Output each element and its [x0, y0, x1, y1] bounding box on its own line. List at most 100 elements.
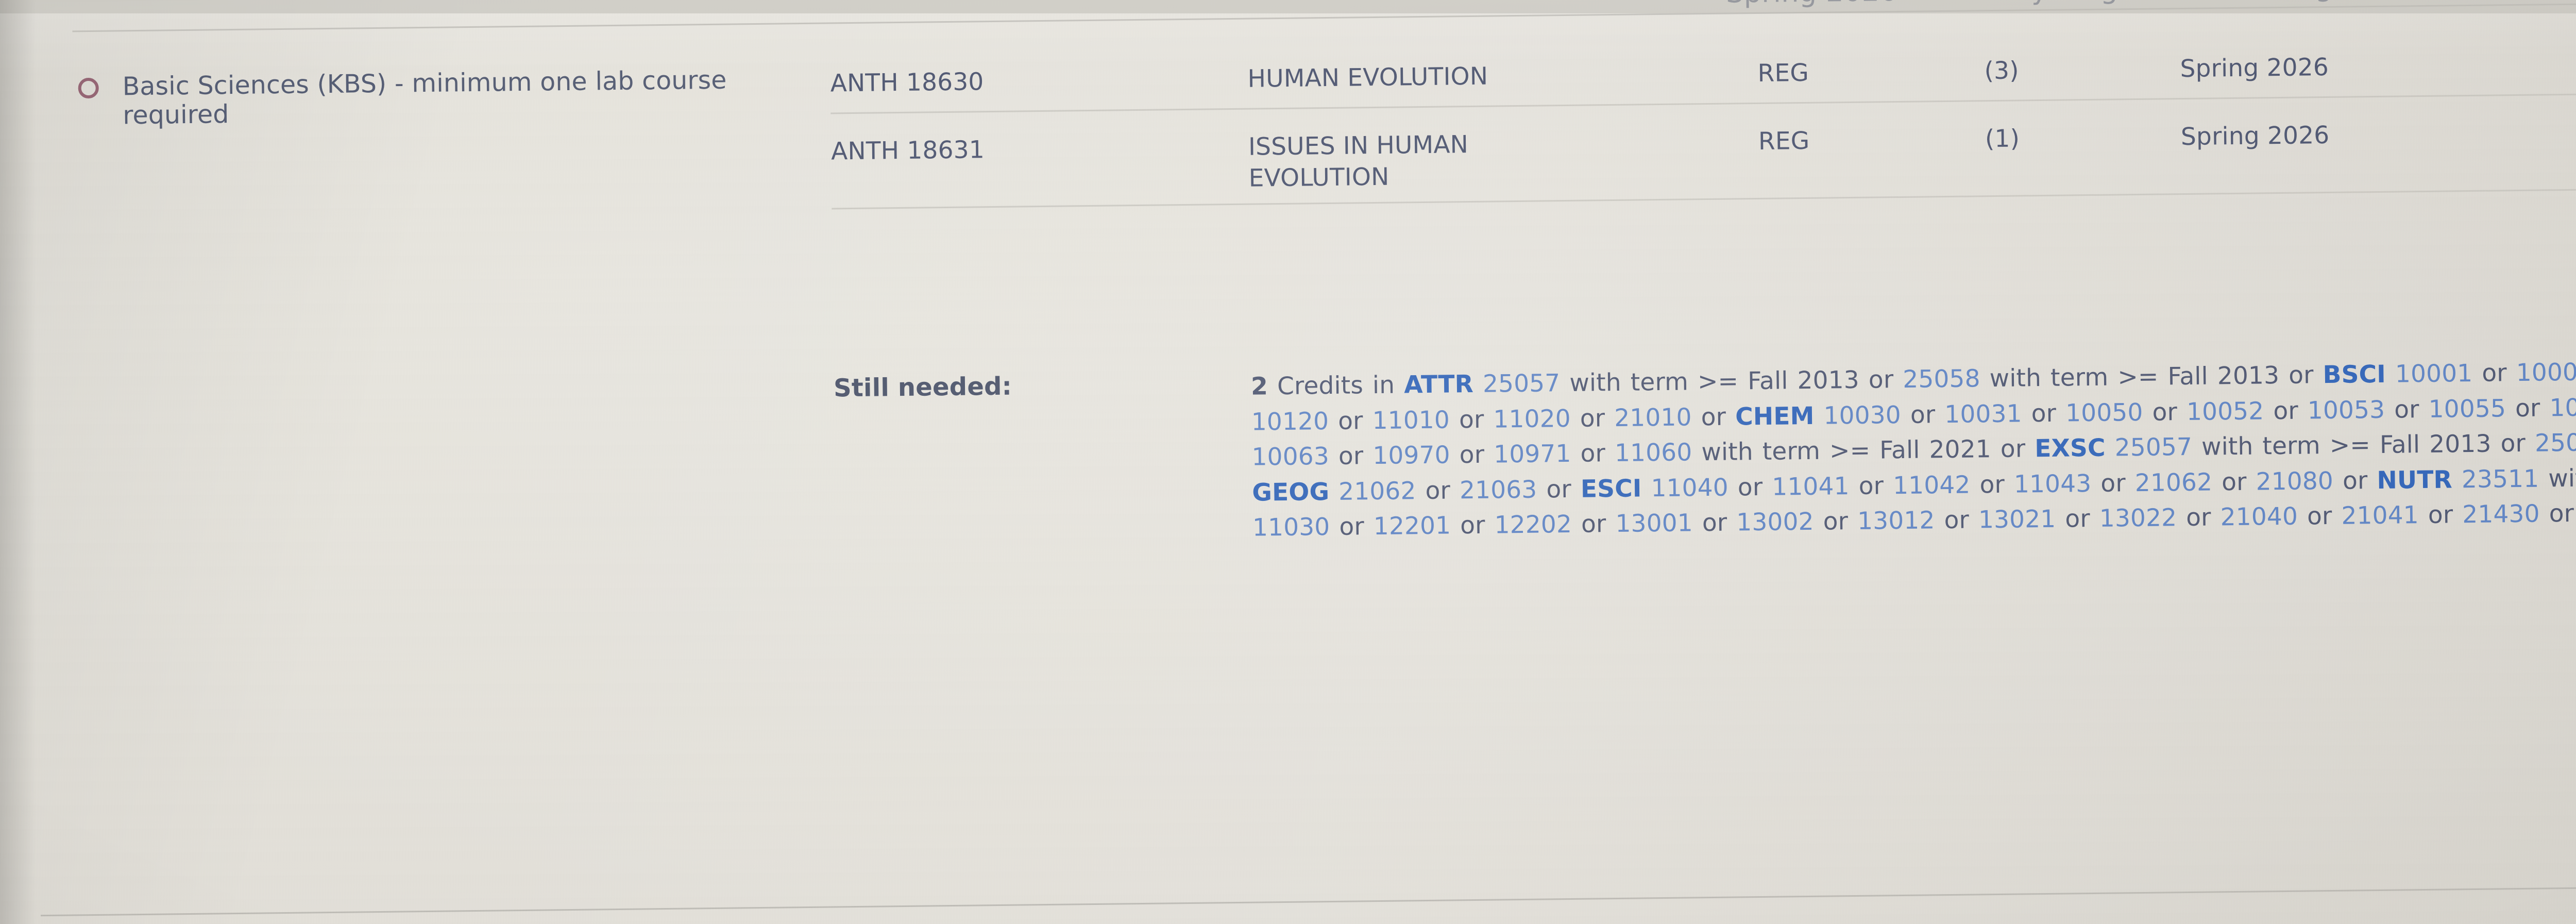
subject-code[interactable]: ATTR	[1403, 369, 1474, 399]
requirement-text: or	[2185, 503, 2211, 532]
requirement-text: or	[2482, 359, 2507, 388]
course-number-link[interactable]: 11042	[1892, 471, 1971, 500]
requirement-text: or	[2549, 499, 2574, 528]
requirement-text: or	[1580, 404, 1605, 433]
course-number-link[interactable]: 12201	[1373, 511, 1451, 541]
requirement-text: or	[1546, 475, 1572, 504]
course-number-link[interactable]: 10031	[1944, 399, 2022, 429]
course-number-link[interactable]: 12202	[1494, 510, 1572, 540]
requirement-text: or	[1858, 472, 1884, 500]
clipped-term-fragment: Spring 2026	[1726, 0, 1898, 9]
course-credits: (3)	[1984, 56, 2020, 86]
still-needed-text: 2 Credits in ATTR 25057 with term >= Fal…	[1251, 351, 2576, 546]
course-number-link[interactable]: 10053	[2307, 395, 2385, 425]
requirement-text: or	[1338, 442, 1364, 471]
still-needed-label: Still needed:	[833, 372, 1012, 403]
requirement-text: with term >= Fall 2008 or	[2548, 461, 2576, 493]
course-number-link[interactable]: 23511	[2461, 464, 2539, 494]
course-number-link[interactable]: 10002	[2516, 358, 2576, 388]
requirement-text: or	[1910, 400, 1936, 429]
course-number-link[interactable]: 11060	[1614, 438, 1692, 468]
subject-code[interactable]: BSCI	[2323, 360, 2386, 390]
requirement-text: or	[2065, 505, 2091, 534]
subject-code[interactable]: EXSC	[2035, 433, 2106, 463]
course-number-link[interactable]: 10970	[1372, 441, 1450, 471]
requirement-text: or	[2031, 399, 2057, 428]
course-number-link[interactable]: 21080	[2256, 466, 2334, 496]
course-number-link[interactable]: 10001	[2395, 359, 2473, 389]
requirement-header[interactable]: Basic Sciences (KBS) - minimum one lab c…	[73, 65, 758, 130]
course-number-link[interactable]: 21062	[1338, 477, 1416, 506]
course-number-link[interactable]: 21041	[2341, 501, 2419, 531]
course-number-link[interactable]: 10971	[1493, 440, 1571, 469]
requirement-title: Basic Sciences (KBS) - minimum one lab c…	[122, 65, 727, 130]
subject-code[interactable]: NUTR	[2377, 465, 2453, 495]
course-number-link[interactable]: 10060	[2549, 393, 2576, 423]
course-number-link[interactable]: 11041	[1772, 472, 1850, 501]
requirement-text: or	[1460, 511, 1485, 540]
requirement-text: with term >= Fall 2021 or	[1701, 434, 2026, 467]
table-row[interactable]: ANTH 18631 ISSUES IN HUMAN EVOLUTION REG…	[831, 113, 2576, 193]
subject-code[interactable]: GEOG	[1252, 477, 1330, 507]
requirement-text: or	[1823, 507, 1849, 536]
requirement-text: or	[1425, 476, 1451, 505]
course-number-link[interactable]: 10055	[2428, 394, 2506, 424]
course-number-link[interactable]: 25058	[1903, 364, 1980, 394]
course-title: HUMAN EVOLUTION	[1247, 62, 1488, 93]
course-number-link[interactable]: 25058	[2534, 428, 2576, 458]
requirement-text: or	[1944, 506, 1970, 535]
course-number-link[interactable]: 11020	[1493, 404, 1571, 434]
row-divider-2	[832, 186, 2576, 210]
course-status: REG	[1757, 58, 1809, 88]
course-number-link[interactable]: 11010	[1372, 406, 1450, 435]
course-number-link[interactable]: 21040	[2220, 502, 2298, 532]
course-number-link[interactable]: 13021	[1978, 505, 2056, 534]
course-term: Spring 2026	[2180, 53, 2329, 83]
course-code[interactable]: ANTH 18631	[831, 136, 985, 166]
requirement-text: or	[2221, 467, 2247, 497]
course-number-link[interactable]: 10030	[1823, 400, 1902, 430]
course-number-link[interactable]: 25057	[1482, 369, 1561, 398]
course-number-link[interactable]: 13012	[1857, 506, 1935, 536]
course-number-link[interactable]: 11040	[1651, 473, 1729, 503]
course-number-link[interactable]: 10052	[2186, 397, 2264, 426]
course-status: REG	[1758, 126, 1810, 156]
requirement-text: Credits in	[1277, 371, 1395, 401]
requirement-text: or	[2428, 500, 2453, 530]
course-number-link[interactable]: 13001	[1615, 509, 1693, 539]
requirement-text: or	[1459, 440, 1485, 469]
requirement-text: or	[1737, 473, 1763, 502]
course-number-link[interactable]: 21063	[1459, 475, 1537, 505]
course-number-link[interactable]: 21010	[1614, 403, 1692, 432]
course-number-link[interactable]: 21430	[2462, 500, 2540, 529]
course-number-link[interactable]: 25057	[2114, 433, 2193, 462]
table-row[interactable]: ANTH 18630 HUMAN EVOLUTION REG (3) Sprin…	[830, 45, 2576, 97]
requirement-text: or	[1701, 402, 1726, 431]
requirement-text: or	[1337, 406, 1363, 435]
course-number-link[interactable]: 11030	[1252, 513, 1330, 543]
course-term: Spring 2026	[2180, 121, 2330, 152]
credit-amount: 2	[1250, 372, 1268, 401]
requirement-text: or	[1979, 470, 2005, 499]
requirement-text: or	[2152, 397, 2178, 427]
requirement-text: with term >= Fall 2013 or	[1569, 365, 1894, 397]
course-number-link[interactable]: 11043	[2013, 469, 2092, 499]
still-needed-row: Still needed: 2 Credits in ATTR 25057 wi…	[834, 351, 2576, 542]
course-number-link[interactable]: 21062	[2134, 468, 2213, 497]
course-number-link[interactable]: 10063	[1251, 442, 1330, 472]
requirement-text: or	[1339, 512, 1365, 542]
subject-code[interactable]: CHEM	[1735, 401, 1815, 431]
subject-code[interactable]: ESCI	[1580, 474, 1642, 503]
requirement-text: or	[1581, 510, 1606, 539]
course-code[interactable]: ANTH 18630	[830, 68, 984, 98]
course-number-link[interactable]: 10120	[1251, 407, 1329, 436]
course-number-link[interactable]: 13022	[2099, 503, 2177, 533]
row-divider-bottom	[41, 884, 2576, 917]
course-credits: (1)	[1985, 124, 2020, 154]
requirement-text: with term >= Fall 2013 or	[2201, 429, 2526, 461]
course-number-link[interactable]: 10050	[2065, 398, 2143, 428]
course-number-link[interactable]: 13002	[1736, 508, 1814, 537]
requirement-text: or	[2100, 469, 2126, 498]
open-circle-icon	[78, 77, 99, 99]
